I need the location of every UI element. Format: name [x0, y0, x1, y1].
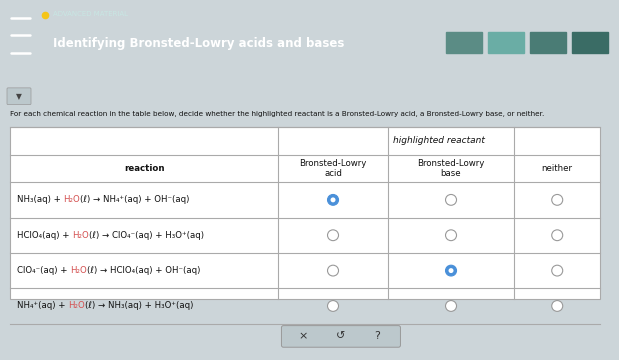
- Text: H₂O: H₂O: [72, 231, 89, 240]
- Circle shape: [446, 265, 457, 276]
- Text: Bronsted-Lowry
base: Bronsted-Lowry base: [417, 159, 485, 178]
- Text: H₂O: H₂O: [64, 195, 80, 204]
- Text: ↺: ↺: [335, 332, 345, 341]
- Circle shape: [327, 230, 339, 240]
- Text: ADVANCED MATERIAL: ADVANCED MATERIAL: [53, 11, 128, 17]
- Text: H₂O: H₂O: [68, 301, 85, 310]
- Text: highlighted reactant: highlighted reactant: [393, 136, 485, 145]
- Text: ▼: ▼: [16, 92, 22, 101]
- FancyBboxPatch shape: [7, 88, 31, 105]
- Text: H₂O: H₂O: [70, 266, 87, 275]
- Circle shape: [327, 265, 339, 276]
- Text: NH₃(aq) +: NH₃(aq) +: [17, 195, 64, 204]
- Circle shape: [446, 230, 457, 240]
- Text: (ℓ) → HClO₄(aq) + OH⁻(aq): (ℓ) → HClO₄(aq) + OH⁻(aq): [87, 266, 201, 275]
- Text: ClO₄⁻(aq) +: ClO₄⁻(aq) +: [17, 266, 70, 275]
- Circle shape: [552, 194, 563, 205]
- Text: reaction: reaction: [124, 164, 165, 173]
- Bar: [572, 32, 608, 53]
- Circle shape: [552, 230, 563, 240]
- Circle shape: [446, 194, 457, 205]
- Text: neither: neither: [542, 164, 573, 173]
- Text: Bronsted-Lowry
acid: Bronsted-Lowry acid: [300, 159, 366, 178]
- FancyBboxPatch shape: [282, 325, 400, 347]
- Bar: [446, 32, 482, 53]
- Circle shape: [446, 301, 457, 311]
- Bar: [488, 32, 524, 53]
- Circle shape: [327, 301, 339, 311]
- Text: For each chemical reaction in the table below, decide whether the highlighted re: For each chemical reaction in the table …: [10, 112, 544, 117]
- Text: Identifying Bronsted-Lowry acids and bases: Identifying Bronsted-Lowry acids and bas…: [53, 37, 344, 50]
- Text: (ℓ) → NH₄⁺(aq) + OH⁻(aq): (ℓ) → NH₄⁺(aq) + OH⁻(aq): [80, 195, 190, 204]
- Circle shape: [327, 194, 339, 205]
- Bar: [10, 127, 600, 299]
- Text: (ℓ) → NH₃(aq) + H₃O⁺(aq): (ℓ) → NH₃(aq) + H₃O⁺(aq): [85, 301, 193, 310]
- Circle shape: [449, 268, 454, 273]
- Text: NH₄⁺(aq) +: NH₄⁺(aq) +: [17, 301, 68, 310]
- Bar: [530, 32, 566, 53]
- Circle shape: [552, 265, 563, 276]
- Text: ×: ×: [299, 332, 308, 341]
- Circle shape: [552, 301, 563, 311]
- Circle shape: [331, 197, 335, 202]
- Text: (ℓ) → ClO₄⁻(aq) + H₃O⁺(aq): (ℓ) → ClO₄⁻(aq) + H₃O⁺(aq): [89, 231, 204, 240]
- Text: ?: ?: [374, 332, 381, 341]
- Text: HClO₄(aq) +: HClO₄(aq) +: [17, 231, 72, 240]
